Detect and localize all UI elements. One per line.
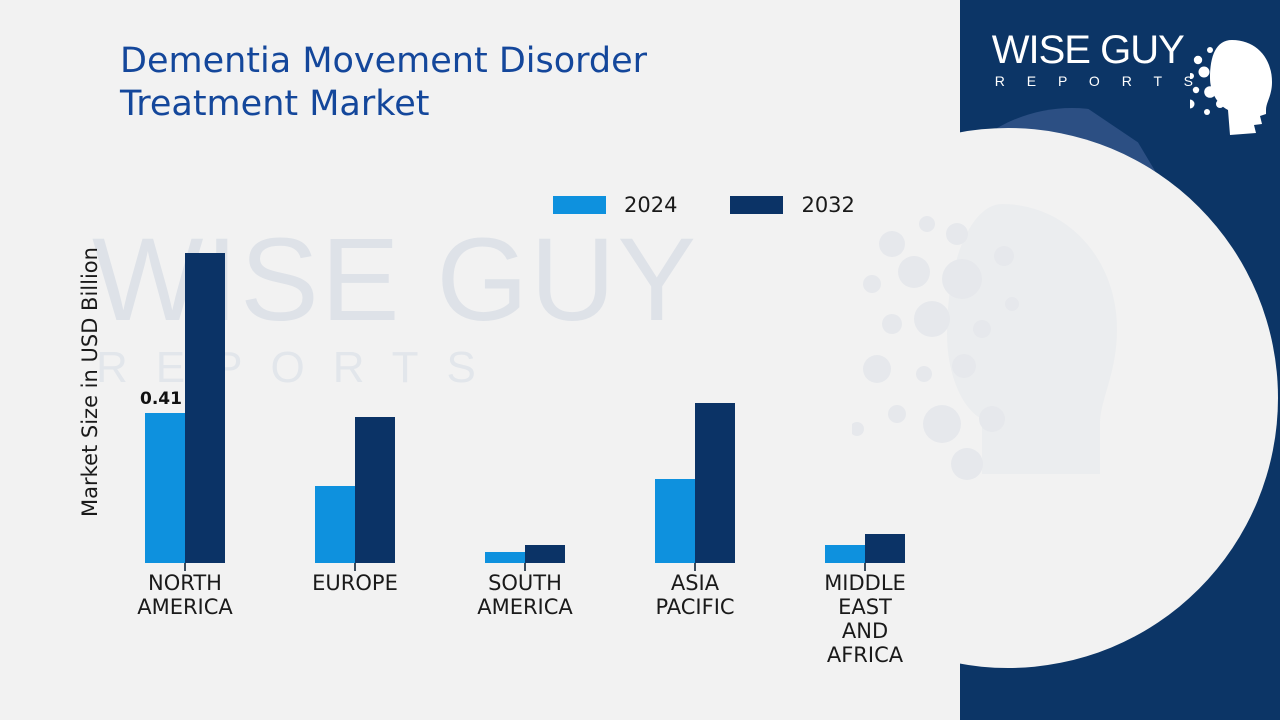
x-axis-tick	[864, 563, 866, 571]
bar-2024[interactable]	[315, 486, 355, 563]
x-axis-category-label: NORTH AMERICA	[137, 571, 233, 619]
bar-group: EUROPE	[312, 180, 398, 595]
bar-group: 0.41 NORTH AMERICA	[137, 180, 233, 619]
bar-2024[interactable]	[485, 552, 525, 563]
x-axis-category-label: MIDDLE EAST AND AFRICA	[824, 571, 906, 667]
bar-2032[interactable]	[185, 252, 225, 563]
bar-value-label: 0.41	[140, 389, 182, 410]
x-axis-tick	[524, 563, 526, 571]
legend-swatch-2032	[730, 196, 784, 214]
white-circle-decoration	[738, 128, 1278, 668]
legend-swatch-2024	[553, 196, 606, 214]
bar-2032[interactable]	[865, 533, 905, 563]
page-title: Dementia Movement Disorder Treatment Mar…	[120, 41, 648, 124]
dotted-head-profile-icon	[1190, 40, 1272, 135]
legend-label-2032: 2032	[801, 193, 855, 217]
x-axis-tick	[694, 563, 696, 571]
logo-main-text: WISE GUY	[991, 28, 1185, 72]
brand-logo: WISE GUY R E P O R T S	[991, 28, 1272, 135]
bar-2032[interactable]	[355, 417, 395, 563]
plot-area: 0.41 NORTH AMERICA EUROPE SOUTH AMERICA ASIA…	[110, 180, 930, 667]
legend-label-2024: 2024	[624, 193, 678, 217]
bar-2024[interactable]	[145, 413, 185, 563]
bar-group: ASIA PACIFIC	[655, 180, 735, 619]
x-axis-category-label: EUROPE	[312, 571, 398, 595]
bar-2032[interactable]	[525, 544, 565, 563]
logo-sub-text: R E P O R T S	[994, 73, 1202, 89]
bar-chart: Market Size in USD Billion 2024 2032 0.41…	[78, 180, 930, 667]
x-axis-tick	[354, 563, 356, 571]
chart-legend: 2024 2032	[553, 193, 855, 217]
x-axis-category-label: ASIA PACIFIC	[655, 571, 735, 619]
bar-2032[interactable]	[695, 402, 735, 563]
bar-group: SOUTH AMERICA	[477, 180, 573, 619]
legend-item-2032[interactable]: 2032	[730, 193, 855, 217]
bar-2024[interactable]	[825, 544, 865, 563]
bar-group: MIDDLE EAST AND AFRICA	[824, 180, 906, 667]
y-axis-label: Market Size in USD Billion	[78, 247, 102, 517]
x-axis-category-label: SOUTH AMERICA	[477, 571, 573, 619]
legend-item-2024[interactable]: 2024	[553, 193, 730, 217]
x-axis-tick	[184, 563, 186, 571]
bar-2024[interactable]	[655, 479, 695, 563]
